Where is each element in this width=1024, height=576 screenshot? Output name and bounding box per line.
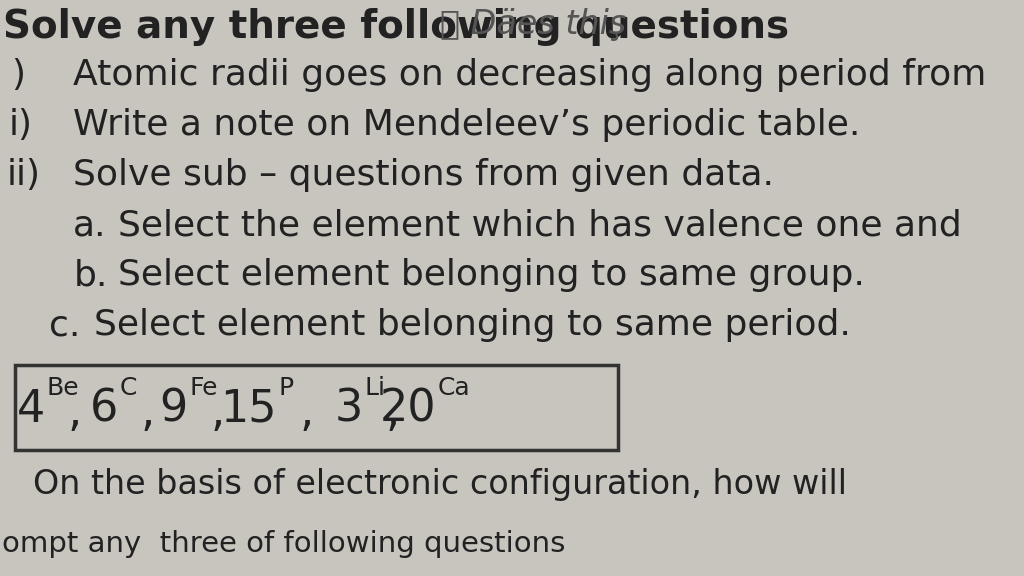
Text: ompt any  three of following questions: ompt any three of following questions — [2, 530, 565, 558]
Text: ,: , — [68, 392, 82, 435]
Text: C: C — [120, 376, 137, 400]
Text: b.: b. — [74, 258, 108, 292]
Text: Solve sub – questions from given data.: Solve sub – questions from given data. — [74, 158, 774, 192]
Text: Solve any three following questions: Solve any three following questions — [3, 8, 803, 46]
Text: i): i) — [8, 108, 32, 142]
Text: Write a note on Mendeleev’s periodic table.: Write a note on Mendeleev’s periodic tab… — [74, 108, 861, 142]
Text: Li: Li — [365, 376, 385, 400]
Text: Fe: Fe — [189, 376, 217, 400]
Text: Ca: Ca — [437, 376, 470, 400]
Bar — [14, 365, 617, 450]
Text: 9: 9 — [159, 388, 187, 431]
Text: 6: 6 — [90, 388, 118, 431]
Text: 4: 4 — [16, 388, 45, 431]
Text: ,: , — [141, 392, 156, 435]
Text: Select the element which has valence one and: Select the element which has valence one… — [118, 208, 962, 242]
Text: ): ) — [11, 58, 26, 92]
Text: 15: 15 — [220, 388, 278, 431]
Text: ii): ii) — [6, 158, 41, 192]
Text: a.: a. — [74, 208, 106, 242]
Text: Be: Be — [46, 376, 79, 400]
Text: P: P — [279, 376, 294, 400]
Text: 20: 20 — [379, 388, 436, 431]
Text: ,: , — [210, 392, 224, 435]
Text: c.: c. — [49, 308, 80, 342]
Text: Select element belonging to same period.: Select element belonging to same period. — [94, 308, 851, 342]
Text: 3: 3 — [334, 388, 362, 431]
Text: Select element belonging to same group.: Select element belonging to same group. — [118, 258, 865, 292]
Text: On the basis of electronic configuration, how will: On the basis of electronic configuration… — [33, 468, 847, 501]
Text: ⓘ Däes thiş: ⓘ Däes thiş — [440, 8, 627, 41]
Text: ,: , — [385, 392, 399, 435]
Text: Atomic radii goes on decreasing along period from: Atomic radii goes on decreasing along pe… — [74, 58, 987, 92]
Text: ,: , — [300, 392, 314, 435]
